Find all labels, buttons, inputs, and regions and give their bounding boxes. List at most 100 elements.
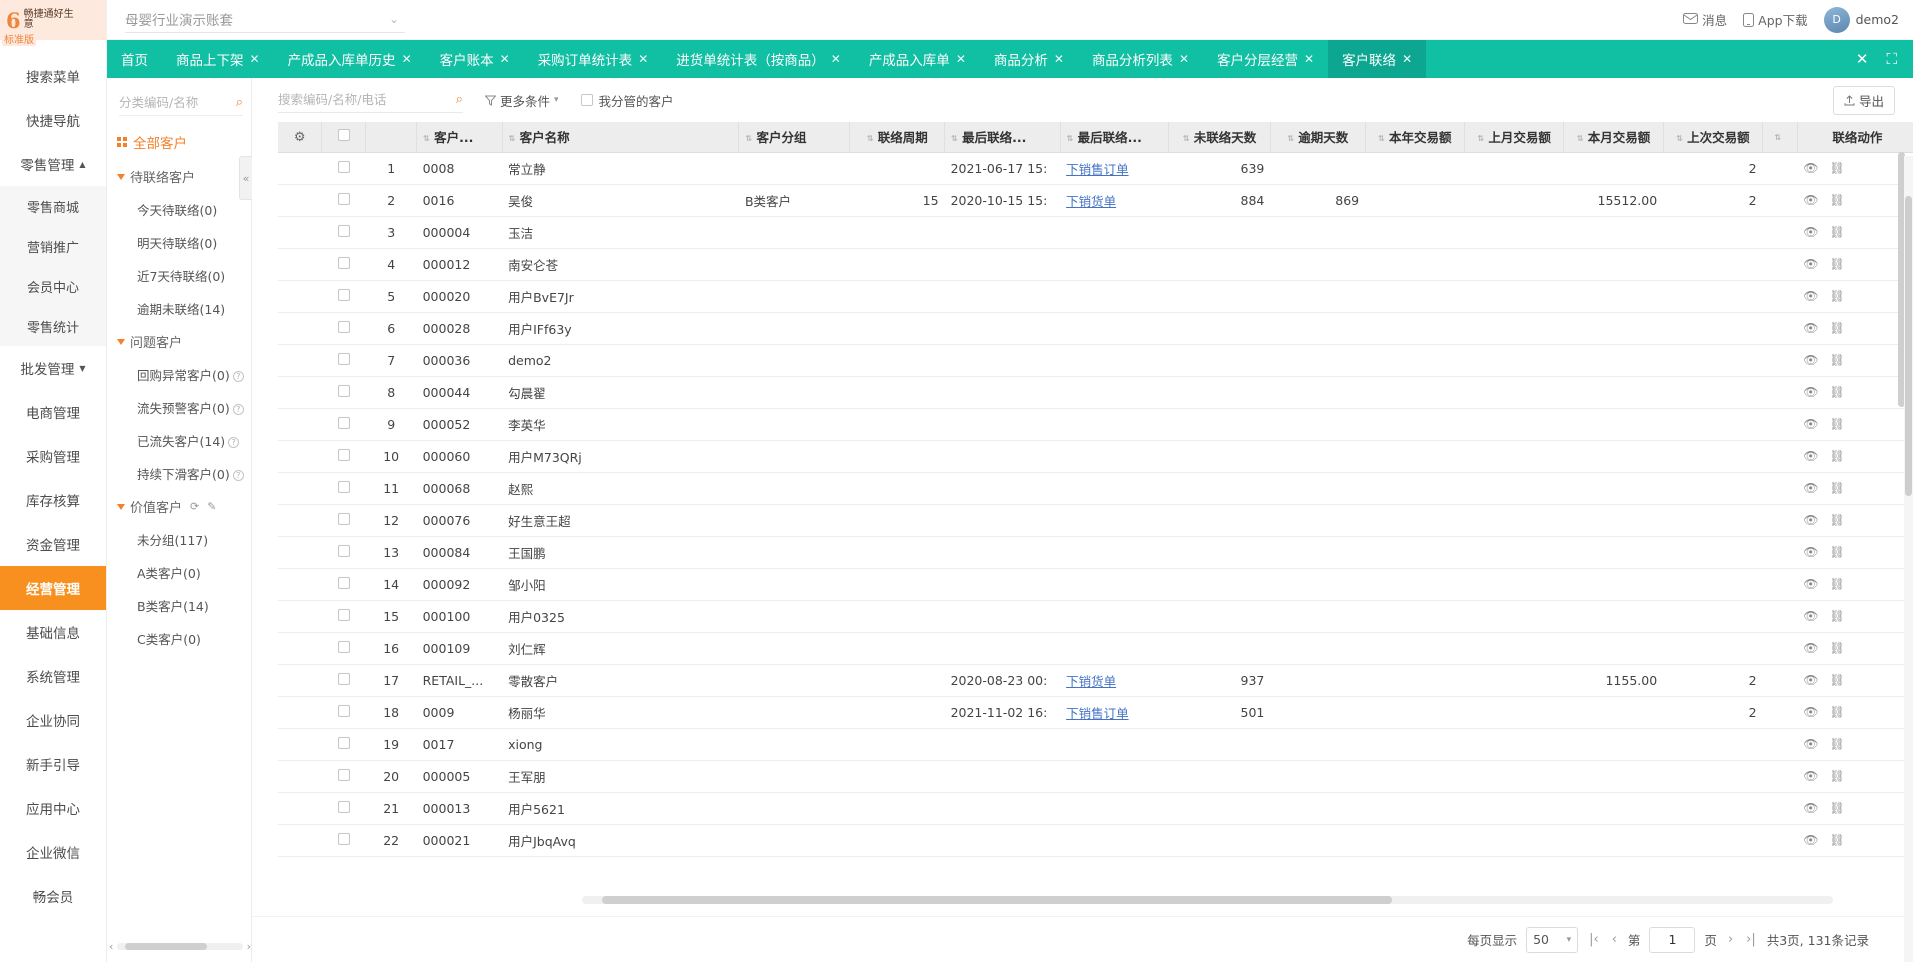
tree-scroll-thumb[interactable] xyxy=(125,943,207,950)
view-icon[interactable]: 👁 xyxy=(1803,545,1819,559)
row-checkbox[interactable] xyxy=(337,672,350,685)
per-page-select[interactable]: 50 ▾ xyxy=(1526,926,1579,953)
user-menu[interactable]: D demo2 xyxy=(1823,6,1899,33)
sidebar-item-8[interactable]: 电商管理 xyxy=(0,390,106,434)
messages-button[interactable]: 消息 xyxy=(1683,10,1727,29)
share-icon[interactable]: ⛓ xyxy=(1829,449,1845,463)
page-number-input[interactable] xyxy=(1649,926,1696,953)
tree-leaf-0-2[interactable]: 近7天待联络(0) xyxy=(115,259,251,292)
tree-group-0[interactable]: 待联络客户 xyxy=(115,160,251,193)
view-icon[interactable]: 👁 xyxy=(1803,641,1819,655)
view-icon[interactable]: 👁 xyxy=(1803,577,1819,591)
share-icon[interactable]: ⛓ xyxy=(1829,353,1845,367)
tree-leaf-1-0[interactable]: 回购异常客户(0)? xyxy=(115,358,251,391)
tab-6[interactable]: 产成品入库单 ✕ xyxy=(855,40,980,78)
more-conditions-button[interactable]: 更多条件 ▾ xyxy=(485,91,559,110)
table-row[interactable]: 12 000076 好生意王超 👁 ⛓ xyxy=(278,504,1913,537)
row-checkbox[interactable] xyxy=(337,640,350,653)
table-row[interactable]: 15 000100 用户0325 👁 ⛓ xyxy=(278,600,1913,633)
column-header-tail[interactable]: ⇅ xyxy=(1762,122,1798,153)
tab-2[interactable]: 产成品入库单历史 ✕ xyxy=(274,40,426,78)
table-row[interactable]: 10 000060 用户M73QRj 👁 ⛓ xyxy=(278,440,1913,473)
share-icon[interactable]: ⛓ xyxy=(1829,833,1845,847)
close-tab-icon[interactable]: ✕ xyxy=(499,52,510,66)
sidebar-item-4[interactable]: 营销推广 xyxy=(0,226,106,266)
row-checkbox[interactable] xyxy=(337,736,350,749)
row-checkbox[interactable] xyxy=(337,576,350,589)
share-icon[interactable]: ⛓ xyxy=(1829,737,1845,751)
sidebar-item-2[interactable]: 零售管理 ▲ xyxy=(0,142,106,186)
view-icon[interactable]: 👁 xyxy=(1803,161,1819,175)
tab-1[interactable]: 商品上下架 ✕ xyxy=(162,40,274,78)
sidebar-item-12[interactable]: 经营管理 xyxy=(0,566,106,610)
share-icon[interactable]: ⛓ xyxy=(1829,609,1845,623)
tree-leaf-0-3[interactable]: 逾期未联络(14) xyxy=(115,292,251,325)
sidebar-item-11[interactable]: 资金管理 xyxy=(0,522,106,566)
share-icon[interactable]: ⛓ xyxy=(1829,225,1845,239)
view-icon[interactable]: 👁 xyxy=(1803,513,1819,527)
tree-group-2[interactable]: 价值客户 ⟳ ✎ xyxy=(115,490,251,523)
sort-icon[interactable]: ⇅ xyxy=(1576,134,1584,144)
view-icon[interactable]: 👁 xyxy=(1803,833,1819,847)
first-page-button[interactable]: |‹ xyxy=(1589,932,1599,947)
column-header-year_amount[interactable]: ⇅ 本年交易额 xyxy=(1365,122,1465,153)
fullscreen-icon[interactable]: ⛶ xyxy=(1886,50,1897,68)
sidebar-item-0[interactable]: 搜索菜单 xyxy=(0,54,106,98)
close-tab-icon[interactable]: ✕ xyxy=(830,52,841,66)
table-row[interactable]: 1 0008 常立静 2021-06-17 15: 下销售订单 639 2 👁 ⛓ xyxy=(278,152,1913,185)
tab-7[interactable]: 商品分析 ✕ xyxy=(980,40,1078,78)
gear-icon[interactable]: ⚙ xyxy=(293,129,306,145)
row-checkbox[interactable] xyxy=(337,384,350,397)
close-tab-icon[interactable]: ✕ xyxy=(401,52,412,66)
sidebar-item-6[interactable]: 零售统计 xyxy=(0,306,106,346)
sidebar-item-3[interactable]: 零售商城 xyxy=(0,186,106,226)
table-hscroll-thumb[interactable] xyxy=(602,896,1392,904)
view-icon[interactable]: 👁 xyxy=(1803,385,1819,399)
sort-icon[interactable]: ⇅ xyxy=(508,134,516,144)
my-customers-checkbox[interactable]: 我分管的客户 xyxy=(580,91,674,110)
customer-search-box[interactable]: ⌕ xyxy=(278,87,463,113)
close-tab-icon[interactable]: ✕ xyxy=(1402,52,1413,66)
column-header-days_no_contact[interactable]: ⇅ 未联络天数 xyxy=(1168,122,1271,153)
sort-icon[interactable]: ⇅ xyxy=(1182,134,1190,144)
column-header-name[interactable]: ⇅ 客户名称 xyxy=(502,122,740,153)
view-icon[interactable]: 👁 xyxy=(1803,673,1819,687)
table-row[interactable]: 13 000084 王国鹏 👁 ⛓ xyxy=(278,536,1913,569)
column-header-last_action[interactable]: ⇅ 最后联络... xyxy=(1060,122,1170,153)
view-icon[interactable]: 👁 xyxy=(1803,193,1819,207)
view-icon[interactable]: 👁 xyxy=(1803,801,1819,815)
view-icon[interactable]: 👁 xyxy=(1803,769,1819,783)
view-icon[interactable]: 👁 xyxy=(1803,449,1819,463)
tree-leaf-1-2[interactable]: 已流失客户(14)? xyxy=(115,424,251,457)
table-row[interactable]: 21 000013 用户5621 👁 ⛓ xyxy=(278,792,1913,825)
row-checkbox[interactable] xyxy=(337,608,350,621)
sidebar-item-10[interactable]: 库存核算 xyxy=(0,478,106,522)
refresh-icon[interactable]: ⟳ xyxy=(190,500,200,513)
contact-action-link[interactable]: 下销货单 xyxy=(1066,193,1117,209)
table-row[interactable]: 14 000092 邹小阳 👁 ⛓ xyxy=(278,568,1913,601)
sort-icon[interactable]: ⇅ xyxy=(1066,134,1074,144)
last-page-button[interactable]: ›| xyxy=(1746,932,1756,947)
table-vertical-scrollbar[interactable] xyxy=(1898,152,1905,407)
view-icon[interactable]: 👁 xyxy=(1803,225,1819,239)
row-checkbox[interactable] xyxy=(337,320,350,333)
contact-action-link[interactable]: 下销货单 xyxy=(1066,673,1117,689)
sort-icon[interactable]: ⇅ xyxy=(423,134,430,144)
tree-leaf-2-0[interactable]: 未分组(117) xyxy=(115,523,251,556)
share-icon[interactable]: ⛓ xyxy=(1829,577,1845,591)
table-row[interactable]: 19 0017 xiong 👁 ⛓ xyxy=(278,728,1913,761)
tree-leaf-1-1[interactable]: 流失预警客户(0)? xyxy=(115,391,251,424)
contact-action-link[interactable]: 下销售订单 xyxy=(1066,705,1129,721)
export-button[interactable]: 导出 xyxy=(1832,85,1895,115)
tab-8[interactable]: 商品分析列表 ✕ xyxy=(1078,40,1203,78)
row-checkbox[interactable] xyxy=(337,416,350,429)
view-icon[interactable]: 👁 xyxy=(1803,481,1819,495)
row-checkbox[interactable] xyxy=(337,704,350,717)
next-page-button[interactable]: › xyxy=(1727,932,1734,947)
tree-leaf-0-1[interactable]: 明天待联络(0) xyxy=(115,226,251,259)
tab-0[interactable]: 首页 xyxy=(107,40,162,78)
search-icon[interactable]: ⌕ xyxy=(455,92,463,107)
sidebar-item-17[interactable]: 应用中心 xyxy=(0,786,106,830)
row-checkbox[interactable] xyxy=(337,448,350,461)
column-header-month_amount[interactable]: ⇅ 本月交易额 xyxy=(1563,122,1664,153)
